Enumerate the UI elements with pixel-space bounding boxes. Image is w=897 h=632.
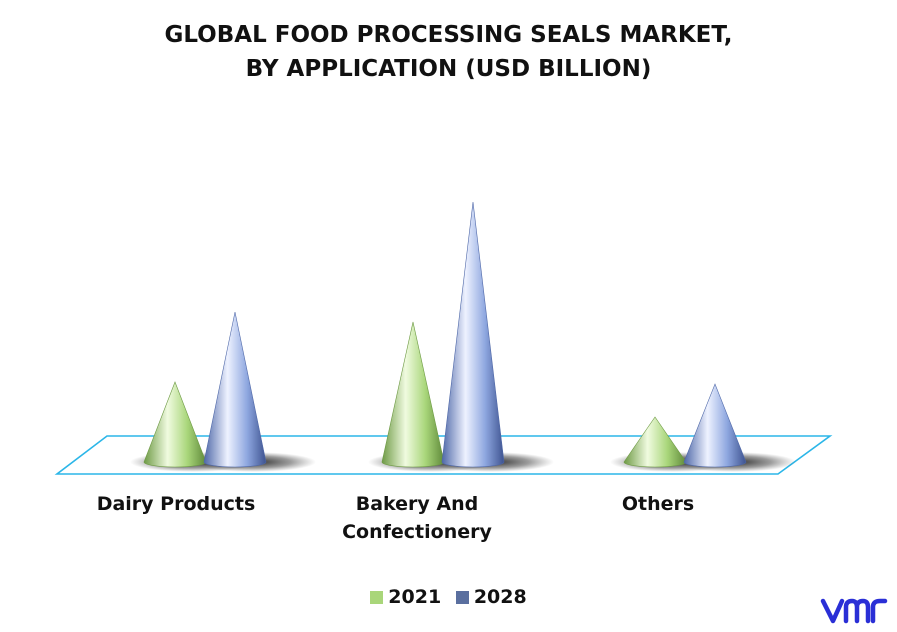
- legend: 2021 2028: [0, 586, 897, 609]
- cone-others-2021: [623, 416, 687, 468]
- legend-item-2028: 2028: [455, 586, 527, 608]
- vmr-logo: [820, 598, 888, 624]
- category-label-bakery: Bakery And Confectionery: [307, 490, 527, 546]
- legend-swatch-2028: [455, 590, 469, 604]
- chart-title-line-2: BY APPLICATION (USD BILLION): [245, 56, 652, 82]
- category-label-bakery-line-2: Confectionery: [342, 521, 492, 543]
- cone-bakery-2028: [441, 201, 505, 468]
- legend-label-2021: 2021: [388, 586, 442, 608]
- legend-swatch-2021: [370, 590, 384, 604]
- category-label-bakery-line-1: Bakery And: [355, 493, 479, 515]
- cone-others-2028: [683, 383, 747, 468]
- cone-dairy-2021: [143, 381, 207, 468]
- floor-plane: [54, 435, 833, 475]
- category-label-others-line-1: Others: [621, 493, 695, 515]
- cone-dairy-2028: [203, 311, 267, 468]
- cone-bakery-2021: [381, 321, 445, 468]
- chart-title: GLOBAL FOOD PROCESSING SEALS MARKET, BY …: [0, 18, 897, 86]
- category-label-dairy: Dairy Products: [66, 490, 286, 518]
- legend-item-2021: 2021: [370, 586, 441, 608]
- chart-title-line-1: GLOBAL FOOD PROCESSING SEALS MARKET,: [164, 22, 733, 48]
- legend-label-2028: 2028: [473, 586, 527, 608]
- category-label-others: Others: [548, 490, 768, 518]
- category-label-dairy-line-1: Dairy Products: [96, 493, 256, 515]
